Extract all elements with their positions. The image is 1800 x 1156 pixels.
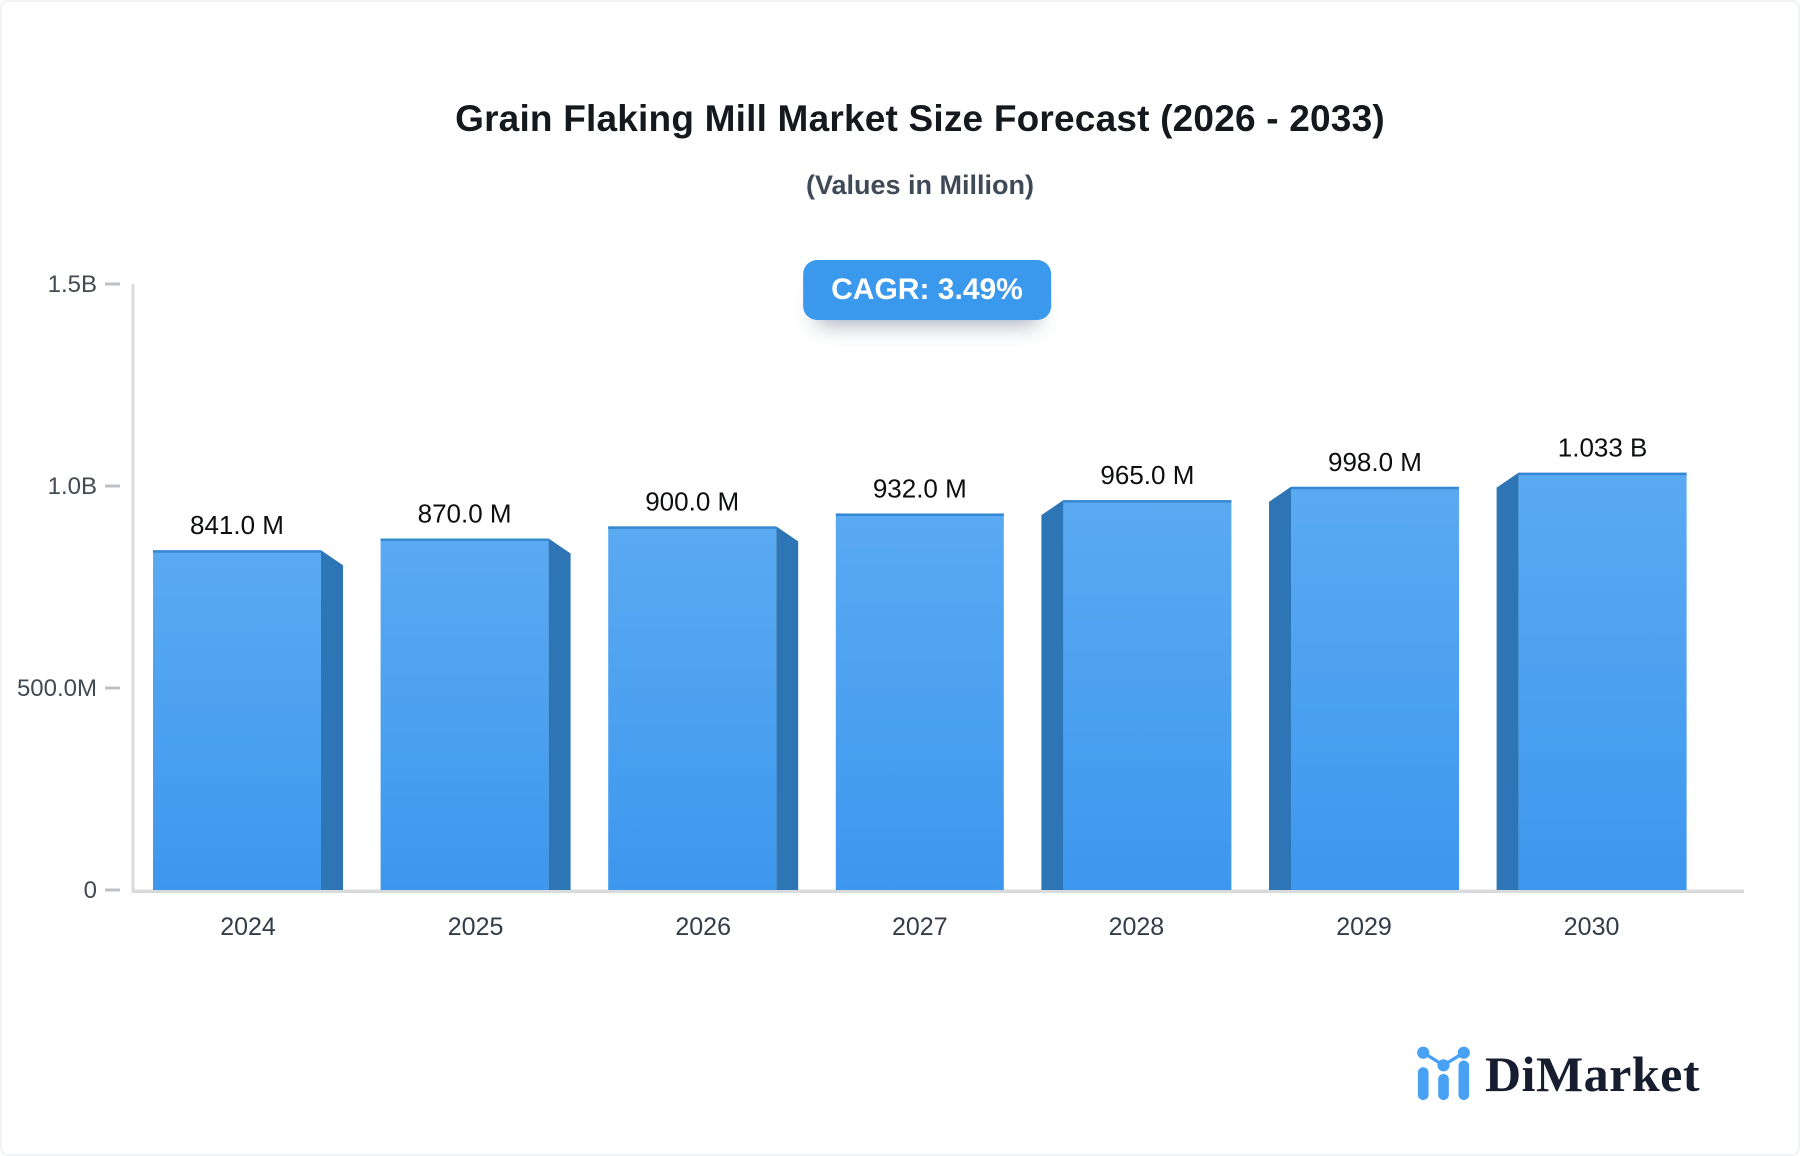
- bar-2029: [1291, 486, 1459, 890]
- bar-2028: [1063, 500, 1232, 890]
- bar-2030: [1518, 472, 1687, 890]
- bar-top-edge: [608, 526, 777, 529]
- brand-logo: DiMarket: [1415, 1044, 1700, 1104]
- bar-chart-plot: 0 500.0M 1.0B 1.5B 841.0 M 2024 870.0 M 2025 900…: [17, 271, 1744, 941]
- brand-name: DiMarket: [1484, 1046, 1700, 1102]
- x-tick-label: 2024: [220, 913, 276, 941]
- bar-value-label: 998.0 M: [1328, 447, 1422, 477]
- bar-value-label: 1.033 B: [1558, 433, 1648, 463]
- bar-2027: [835, 513, 1004, 890]
- bar-2025: [380, 538, 549, 890]
- bar-side-face: [1496, 472, 1519, 890]
- bar-value-label: 932.0 M: [873, 473, 967, 503]
- bar-side-face: [1269, 486, 1291, 890]
- bar-value-label: 870.0 M: [418, 499, 512, 529]
- y-tick-dash: [105, 686, 120, 690]
- bar-value-label: 900.0 M: [645, 486, 739, 516]
- bar-value-label: 841.0 M: [190, 510, 284, 540]
- x-tick-label: 2027: [892, 913, 948, 941]
- bar-top-edge: [153, 550, 321, 553]
- x-tick-label: 2030: [1564, 913, 1620, 941]
- y-tick-label: 500.0M: [17, 675, 97, 702]
- bar-chart-sparkline-icon: [1417, 1046, 1470, 1101]
- bar-side-face: [1041, 500, 1064, 890]
- bar-side-face: [548, 538, 571, 890]
- y-axis-line: [131, 284, 135, 892]
- bar-2024: [153, 550, 321, 890]
- bar-2026: [608, 526, 777, 890]
- bar-side-face: [776, 526, 799, 890]
- y-tick-label: 1.0B: [48, 473, 97, 500]
- bar-top-edge: [1291, 486, 1459, 490]
- x-tick-label: 2026: [675, 913, 731, 941]
- bar-top-edge: [1063, 500, 1232, 503]
- chart-subtitle: (Values in Million): [805, 170, 1035, 200]
- y-tick-dash: [105, 484, 120, 488]
- y-tick-dash: [105, 888, 120, 892]
- bar-top-edge: [835, 513, 1004, 516]
- x-tick-label: 2029: [1336, 913, 1392, 941]
- bar-value-label: 965.0 M: [1100, 460, 1194, 490]
- bar-top-edge: [1518, 472, 1687, 476]
- y-tick-label: 0: [84, 877, 97, 904]
- x-axis-line: [131, 889, 1744, 893]
- x-tick-label: 2025: [448, 913, 504, 941]
- cagr-badge: CAGR: 3.49%: [803, 260, 1051, 320]
- bar-side-face: [321, 550, 343, 890]
- y-tick-dash: [105, 282, 120, 286]
- y-tick-label: 1.5B: [48, 271, 97, 298]
- x-tick-label: 2028: [1109, 913, 1165, 941]
- bar-top-edge: [380, 538, 549, 542]
- chart-title: Grain Flaking Mill Market Size Forecast …: [455, 98, 1385, 139]
